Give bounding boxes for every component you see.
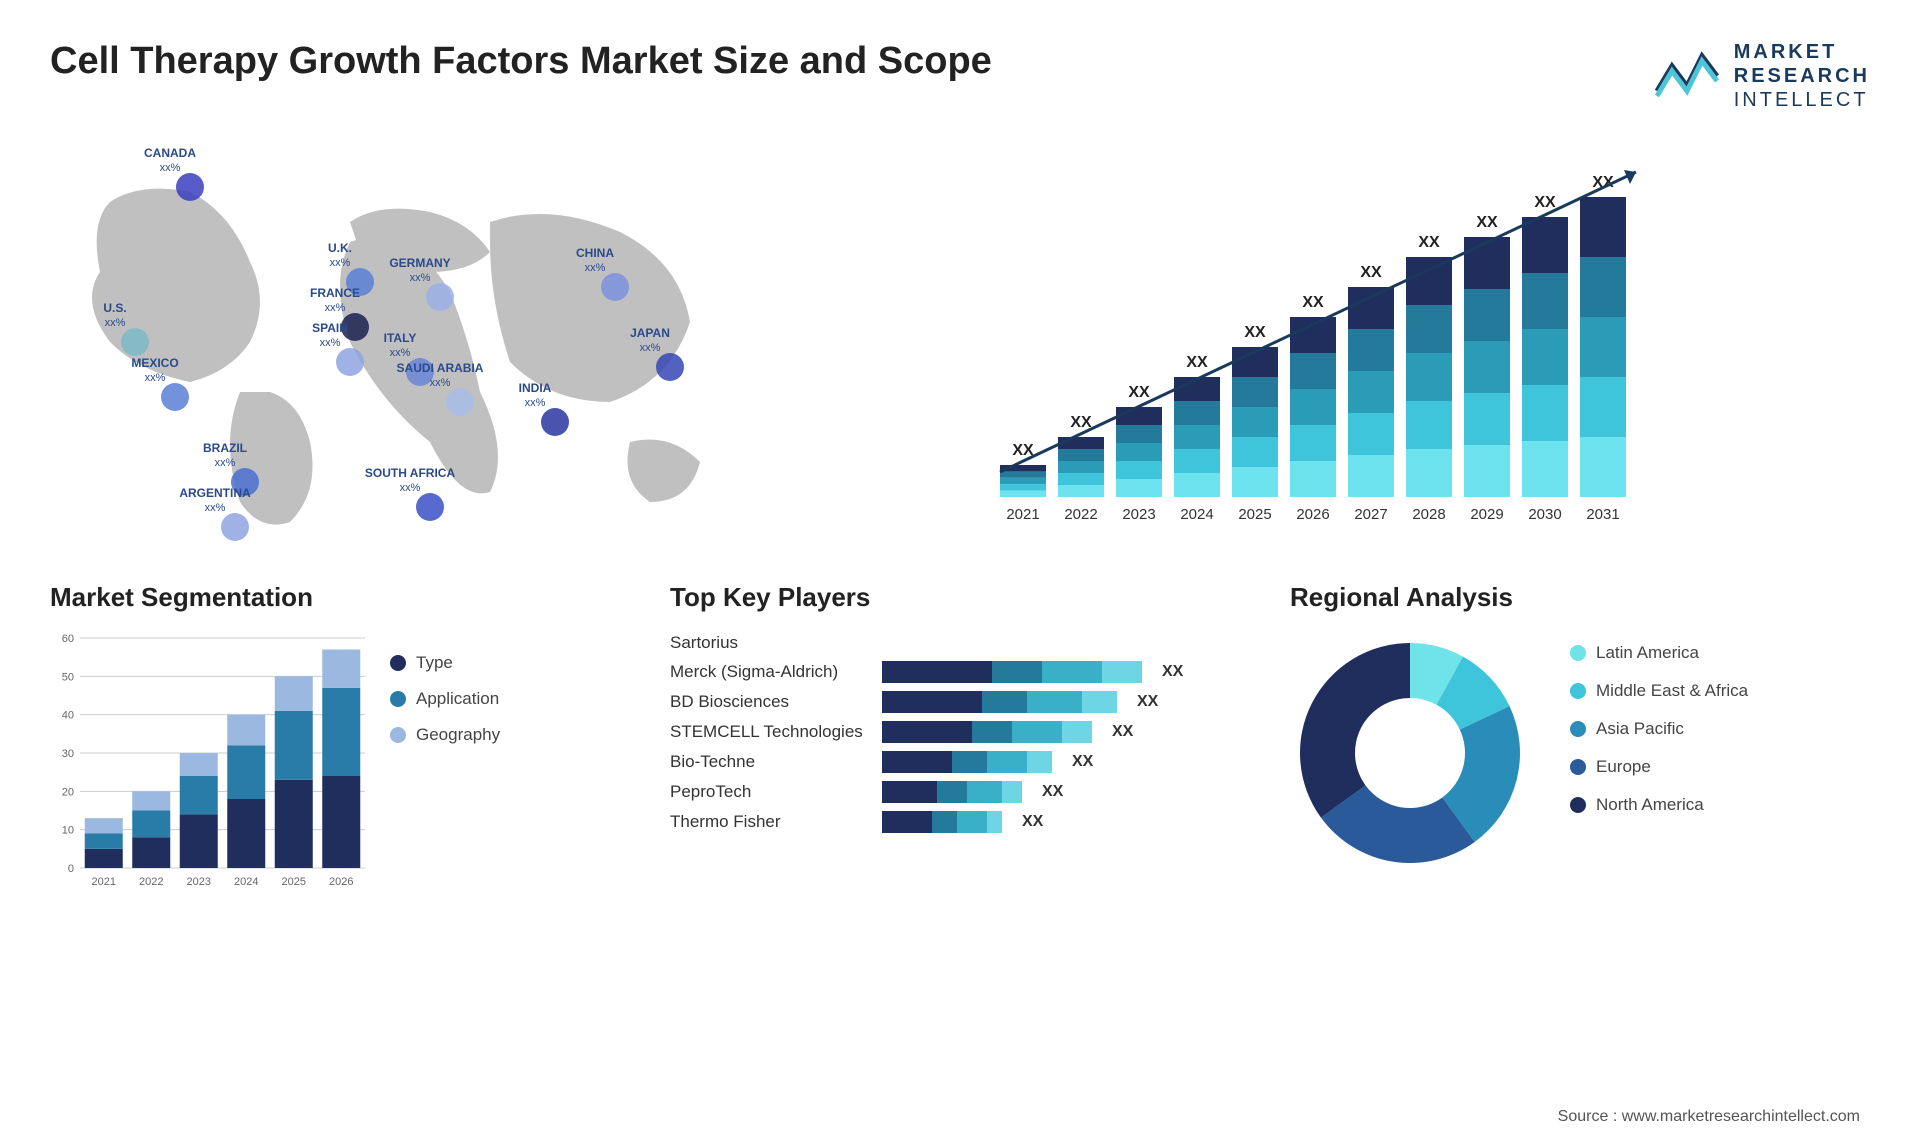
svg-text:10: 10 — [62, 825, 74, 837]
svg-text:SAUDI ARABIA: SAUDI ARABIA — [397, 361, 484, 375]
player-row: PeproTechXX — [670, 781, 1250, 803]
logo-text: MARKET RESEARCH INTELLECT — [1734, 40, 1870, 112]
legend-item: North America — [1570, 795, 1748, 815]
player-row: STEMCELL TechnologiesXX — [670, 721, 1250, 743]
svg-text:xx%: xx% — [390, 347, 411, 359]
regional-panel: Regional Analysis Latin America Middle Ea… — [1290, 582, 1870, 893]
svg-text:xx%: xx% — [525, 397, 546, 409]
svg-text:60: 60 — [62, 633, 74, 645]
legend-item: Middle East & Africa — [1570, 681, 1748, 701]
svg-text:BRAZIL: BRAZIL — [203, 441, 247, 455]
svg-text:ARGENTINA: ARGENTINA — [179, 486, 251, 500]
svg-text:2021: 2021 — [1006, 506, 1039, 523]
legend-item: Type — [390, 653, 500, 673]
svg-text:U.K.: U.K. — [328, 241, 352, 255]
svg-text:xx%: xx% — [640, 342, 661, 354]
svg-text:SOUTH AFRICA: SOUTH AFRICA — [365, 466, 456, 480]
svg-text:50: 50 — [62, 671, 74, 683]
svg-text:2028: 2028 — [1412, 506, 1445, 523]
svg-text:2030: 2030 — [1528, 506, 1561, 523]
svg-text:2023: 2023 — [187, 876, 211, 888]
players-panel: Top Key Players Sartorius Merck (Sigma-Al… — [670, 582, 1250, 893]
svg-text:JAPAN: JAPAN — [630, 326, 670, 340]
logo-icon — [1652, 46, 1722, 106]
svg-text:XX: XX — [1186, 354, 1208, 371]
svg-text:xx%: xx% — [585, 262, 606, 274]
svg-text:0: 0 — [68, 863, 74, 875]
regional-title: Regional Analysis — [1290, 582, 1870, 613]
svg-text:xx%: xx% — [215, 457, 236, 469]
svg-text:2031: 2031 — [1586, 506, 1619, 523]
svg-text:2022: 2022 — [139, 876, 163, 888]
legend-item: Application — [390, 689, 500, 709]
svg-text:xx%: xx% — [325, 302, 346, 314]
svg-text:CHINA: CHINA — [576, 246, 614, 260]
player-row: Bio-TechneXX — [670, 751, 1250, 773]
legend-item: Asia Pacific — [1570, 719, 1748, 739]
player-row: Thermo FisherXX — [670, 811, 1250, 833]
svg-text:2027: 2027 — [1354, 506, 1387, 523]
world-map: CANADA xx% U.S. xx% MEXICO xx% BRAZIL xx% ARGENT… — [50, 142, 940, 542]
svg-text:SPAIN: SPAIN — [312, 321, 348, 335]
svg-text:xx%: xx% — [205, 502, 226, 514]
svg-text:xx%: xx% — [145, 372, 166, 384]
svg-text:XX: XX — [1534, 194, 1556, 211]
svg-text:U.S.: U.S. — [103, 301, 126, 315]
svg-text:xx%: xx% — [410, 272, 431, 284]
svg-text:MEXICO: MEXICO — [131, 356, 178, 370]
regional-legend: Latin America Middle East & Africa Asia Pa… — [1570, 633, 1748, 815]
svg-text:xx%: xx% — [320, 337, 341, 349]
segmentation-title: Market Segmentation — [50, 582, 630, 613]
svg-text:XX: XX — [1302, 294, 1324, 311]
svg-text:ITALY: ITALY — [384, 331, 417, 345]
page-title: Cell Therapy Growth Factors Market Size … — [50, 40, 992, 83]
svg-text:FRANCE: FRANCE — [310, 286, 360, 300]
player-row: Merck (Sigma-Aldrich)XX — [670, 661, 1250, 683]
svg-text:2022: 2022 — [1064, 506, 1097, 523]
svg-text:XX: XX — [1070, 414, 1092, 431]
svg-text:2023: 2023 — [1122, 506, 1155, 523]
svg-text:xx%: xx% — [430, 377, 451, 389]
svg-text:2024: 2024 — [234, 876, 258, 888]
svg-text:2024: 2024 — [1180, 506, 1213, 523]
player-row: BD BiosciencesXX — [670, 691, 1250, 713]
svg-text:xx%: xx% — [105, 317, 126, 329]
player-row: Sartorius — [670, 633, 1250, 653]
growth-bar-chart: XX 2021 XX 2022 XX 2023 XX 2024 XX 2025 XX 2026 XX 20… — [980, 142, 1870, 542]
svg-text:2021: 2021 — [92, 876, 116, 888]
legend-item: Latin America — [1570, 643, 1748, 663]
svg-text:CANADA: CANADA — [144, 146, 196, 160]
segmentation-panel: Market Segmentation 0 10 20 30 40 50 60 2021 202… — [50, 582, 630, 893]
legend-item: Geography — [390, 725, 500, 745]
players-title: Top Key Players — [670, 582, 1250, 613]
svg-text:40: 40 — [62, 710, 74, 722]
svg-text:xx%: xx% — [400, 482, 421, 494]
svg-text:INDIA: INDIA — [519, 381, 552, 395]
svg-text:2025: 2025 — [282, 876, 306, 888]
svg-text:xx%: xx% — [330, 257, 351, 269]
source-text: Source : www.marketresearchintellect.com — [1558, 1108, 1860, 1126]
svg-text:30: 30 — [62, 748, 74, 760]
svg-text:XX: XX — [1418, 234, 1440, 251]
svg-text:2025: 2025 — [1238, 506, 1271, 523]
segmentation-legend: Type Application Geography — [390, 633, 500, 893]
svg-text:XX: XX — [1244, 324, 1266, 341]
svg-text:2026: 2026 — [1296, 506, 1329, 523]
svg-text:XX: XX — [1360, 264, 1382, 281]
logo: MARKET RESEARCH INTELLECT — [1652, 40, 1870, 112]
legend-item: Europe — [1570, 757, 1748, 777]
svg-text:20: 20 — [62, 786, 74, 798]
svg-text:XX: XX — [1476, 214, 1498, 231]
svg-text:2029: 2029 — [1470, 506, 1503, 523]
svg-text:xx%: xx% — [160, 162, 181, 174]
svg-text:XX: XX — [1128, 384, 1150, 401]
svg-text:GERMANY: GERMANY — [389, 256, 450, 270]
svg-text:2026: 2026 — [329, 876, 353, 888]
